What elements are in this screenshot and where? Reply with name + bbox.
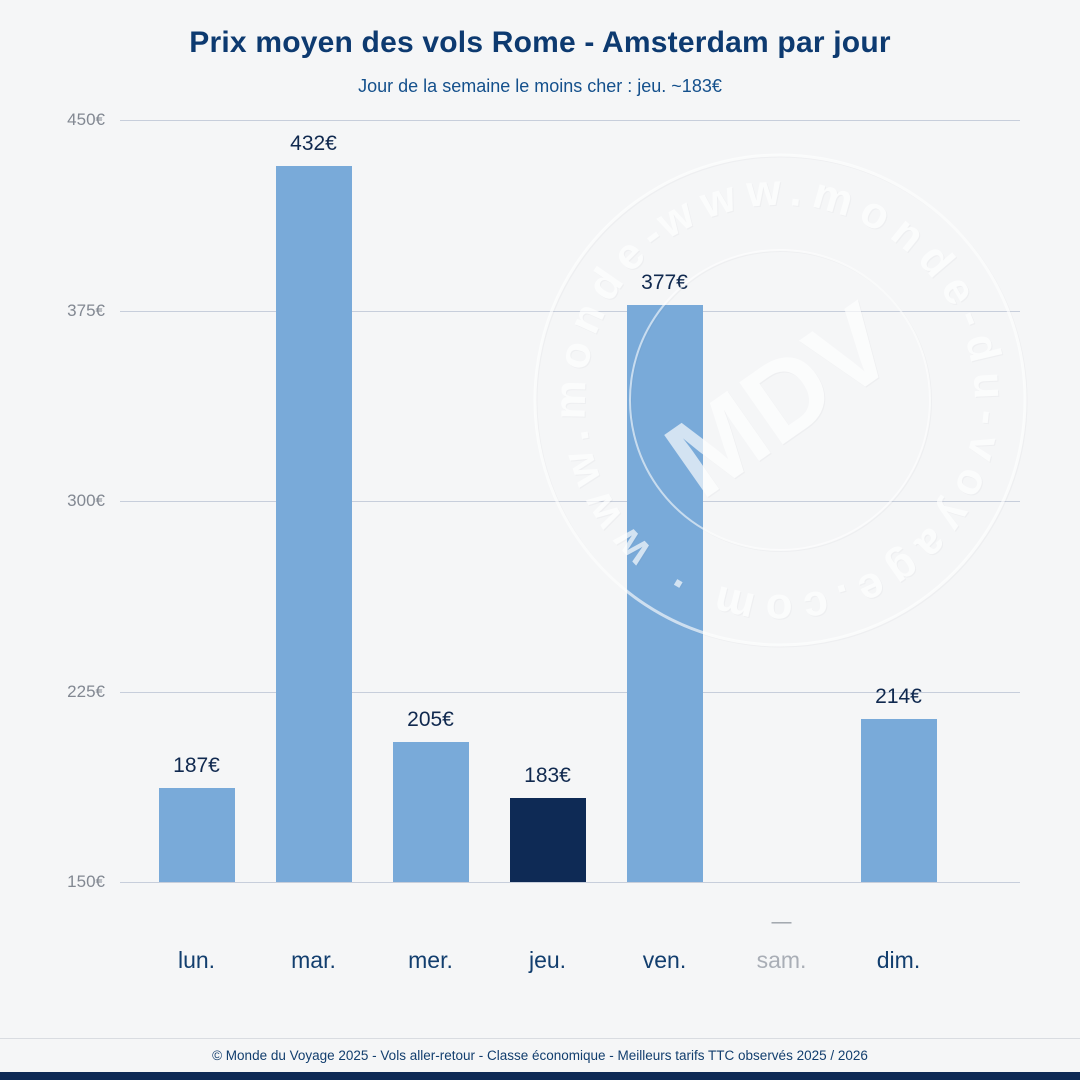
bar-jeu[interactable] bbox=[509, 798, 586, 882]
bar-value-label: 187€ bbox=[173, 754, 220, 778]
bar-dim[interactable] bbox=[860, 719, 937, 882]
bar-value-label: 432€ bbox=[290, 131, 337, 155]
y-axis-tick-label: 375€ bbox=[67, 300, 105, 320]
x-axis-label-lun: lun. bbox=[177, 947, 216, 973]
bar-mer[interactable] bbox=[392, 742, 469, 882]
x-axis-label-jeu: jeu. bbox=[528, 947, 567, 973]
footer-divider bbox=[0, 1038, 1080, 1039]
bar-column: 377€ ven. bbox=[606, 120, 723, 973]
y-axis-tick-label: 300€ bbox=[67, 491, 105, 510]
x-axis-label-mar: mar. bbox=[291, 947, 336, 973]
x-axis-label-dim: dim. bbox=[876, 947, 921, 973]
y-axis-tick-label: 450€ bbox=[67, 110, 105, 129]
bar-value-label: 183€ bbox=[524, 764, 571, 788]
gridline bbox=[120, 120, 1020, 121]
footer-accent-bar bbox=[0, 1072, 1080, 1080]
bar-column: 187€ lun. bbox=[138, 120, 255, 973]
bar-value-label: 377€ bbox=[641, 271, 688, 295]
y-axis-tick-label: 150€ bbox=[67, 872, 105, 891]
footer-text: © Monde du Voyage 2025 - Vols aller-reto… bbox=[212, 1048, 868, 1063]
bar-value-label: 205€ bbox=[407, 708, 454, 732]
gridline bbox=[120, 691, 1020, 693]
x-axis-label-sam: sam. bbox=[756, 947, 807, 973]
no-data-marker: — bbox=[771, 911, 792, 933]
x-axis-label-mer: mer. bbox=[408, 947, 453, 973]
bar-column: 214€ dim. bbox=[840, 120, 957, 973]
x-axis-label-ven: ven. bbox=[642, 947, 687, 973]
chart-title: Prix moyen des vols Rome - Amsterdam par… bbox=[189, 26, 891, 59]
bar-column: — sam. bbox=[723, 120, 840, 973]
bar-column: 205€ mer. bbox=[372, 120, 489, 973]
chart-subtitle: Jour de la semaine le moins cher : jeu. … bbox=[358, 76, 722, 96]
bar-ven[interactable] bbox=[626, 305, 703, 882]
y-axis-tick-label: 225€ bbox=[67, 681, 105, 701]
plot-area: 450€ 375€ 300€ 225€ 150€ 187€ lun. 432€ mar. 205€… bbox=[67, 110, 1020, 973]
bar-column: 183€ jeu. bbox=[489, 120, 606, 973]
bar-column: 432€ mar. bbox=[255, 120, 372, 973]
bar-value-label: 214€ bbox=[875, 685, 922, 709]
bar-mar[interactable] bbox=[275, 165, 352, 882]
gridline bbox=[120, 882, 1020, 883]
bar-lun[interactable] bbox=[158, 788, 235, 882]
